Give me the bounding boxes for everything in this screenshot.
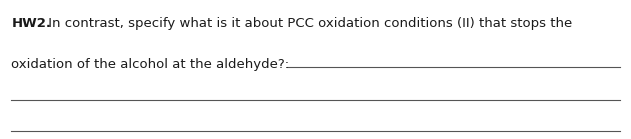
Text: In contrast, specify what is it about PCC oxidation conditions (II) that stops t: In contrast, specify what is it about PC… xyxy=(44,17,572,30)
Text: HW2.: HW2. xyxy=(11,17,51,30)
Text: oxidation of the alcohol at the aldehyde?:: oxidation of the alcohol at the aldehyde… xyxy=(11,58,290,71)
